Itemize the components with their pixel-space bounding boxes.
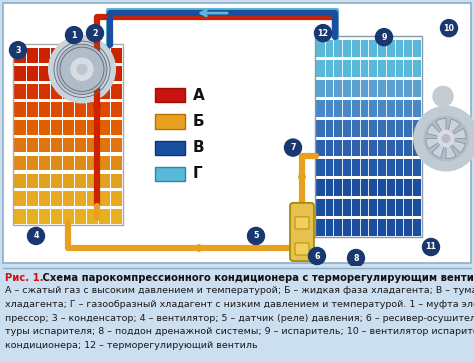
Circle shape xyxy=(424,117,468,161)
Bar xyxy=(13,44,123,225)
Bar xyxy=(14,191,122,206)
Circle shape xyxy=(49,36,115,102)
Wedge shape xyxy=(427,125,446,139)
Text: кондиционера; 12 – терморегулирующий вентиль: кондиционера; 12 – терморегулирующий вен… xyxy=(5,341,258,350)
Circle shape xyxy=(65,27,82,44)
Text: 10: 10 xyxy=(444,24,455,33)
Circle shape xyxy=(433,87,453,106)
Wedge shape xyxy=(436,118,446,139)
Text: 11: 11 xyxy=(426,243,437,252)
Bar xyxy=(14,84,122,99)
Text: 4: 4 xyxy=(33,231,39,240)
Text: Рис. 1.: Рис. 1. xyxy=(5,273,44,283)
Text: 7: 7 xyxy=(290,143,296,152)
Text: В: В xyxy=(193,140,205,155)
Circle shape xyxy=(440,20,457,37)
Wedge shape xyxy=(446,139,456,159)
Circle shape xyxy=(27,227,45,244)
Bar xyxy=(316,60,421,77)
Bar xyxy=(14,49,122,63)
Bar xyxy=(316,179,421,196)
Bar xyxy=(14,156,122,170)
Bar xyxy=(155,140,185,155)
Bar xyxy=(316,100,421,117)
Text: А: А xyxy=(193,88,205,103)
Text: Г: Г xyxy=(193,166,202,181)
Bar xyxy=(316,40,421,57)
Bar xyxy=(316,80,421,97)
Wedge shape xyxy=(446,129,466,139)
Circle shape xyxy=(9,42,27,59)
Text: 12: 12 xyxy=(318,29,328,38)
Circle shape xyxy=(438,131,454,147)
Bar xyxy=(14,138,122,152)
Circle shape xyxy=(284,139,301,156)
Text: Схема парокомпрессионного кондиционера с терморегулирующим вентилем:: Схема парокомпрессионного кондиционера с… xyxy=(39,273,474,283)
Text: 5: 5 xyxy=(253,231,259,240)
Circle shape xyxy=(309,248,326,265)
Text: 1: 1 xyxy=(71,31,77,40)
Text: хладагента; Г – газообразный хладагент с низким давлением и температурой. 1 – му: хладагента; Г – газообразный хладагент с… xyxy=(5,300,474,309)
Bar xyxy=(315,36,422,237)
Wedge shape xyxy=(446,119,460,139)
Bar xyxy=(316,199,421,216)
Circle shape xyxy=(77,64,87,74)
Bar xyxy=(155,114,185,129)
Circle shape xyxy=(347,249,365,266)
Text: туры испарителя; 8 – поддон дренажной системы; 9 – испаритель; 10 – вентилятор и: туры испарителя; 8 – поддон дренажной си… xyxy=(5,327,474,336)
Text: 8: 8 xyxy=(353,253,359,262)
Circle shape xyxy=(442,135,450,143)
FancyBboxPatch shape xyxy=(295,217,309,229)
Text: 3: 3 xyxy=(15,46,21,55)
Circle shape xyxy=(422,239,439,256)
Circle shape xyxy=(58,45,106,93)
Bar xyxy=(316,120,421,136)
Bar xyxy=(316,159,421,176)
Bar xyxy=(14,120,122,135)
Text: прессор; 3 – конденсатор; 4 – вентилятор; 5 – датчик (реле) давления; 6 – ресиве: прессор; 3 – конденсатор; 4 – вентилятор… xyxy=(5,313,474,323)
Bar xyxy=(14,102,122,117)
Circle shape xyxy=(414,106,474,171)
Circle shape xyxy=(247,227,264,244)
Text: А – сжатый газ с высоким давлением и температурой; Б – жидкая фаза хладагента; В: А – сжатый газ с высоким давлением и тем… xyxy=(5,286,474,295)
Text: 2: 2 xyxy=(92,29,98,38)
Circle shape xyxy=(315,25,331,42)
Bar xyxy=(316,219,421,236)
Wedge shape xyxy=(446,139,465,153)
Bar xyxy=(155,167,185,181)
FancyBboxPatch shape xyxy=(290,203,314,261)
Bar xyxy=(155,88,185,102)
Wedge shape xyxy=(426,139,446,148)
Circle shape xyxy=(71,58,93,80)
Bar xyxy=(14,173,122,188)
Circle shape xyxy=(375,29,392,46)
Wedge shape xyxy=(432,139,446,158)
Text: 6: 6 xyxy=(314,252,320,261)
Bar xyxy=(14,66,122,81)
Text: 9: 9 xyxy=(381,33,387,42)
Bar xyxy=(316,139,421,156)
Text: Б: Б xyxy=(193,114,205,129)
Bar xyxy=(14,209,122,224)
Circle shape xyxy=(86,25,103,42)
FancyBboxPatch shape xyxy=(295,243,309,255)
